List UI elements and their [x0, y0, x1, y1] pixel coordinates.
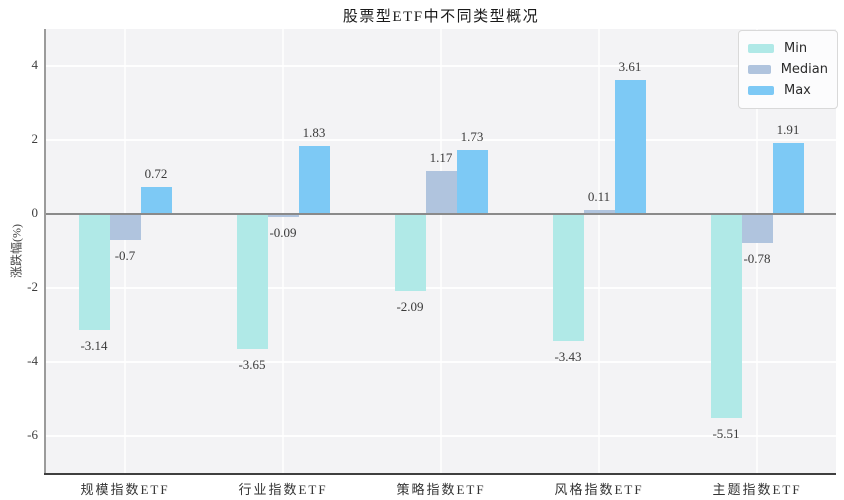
bar-max-3	[614, 80, 646, 214]
legend-label-median: Median	[780, 62, 828, 77]
value-label-min-4: -5.51	[712, 425, 740, 441]
v-gridline	[598, 29, 600, 473]
v-gridline	[440, 29, 442, 473]
bar-min-3	[552, 214, 584, 341]
value-label-median-3: 0.11	[587, 188, 611, 204]
legend: Min Median Max	[738, 30, 838, 109]
bar-max-1	[298, 146, 330, 214]
bar-median-4	[741, 214, 773, 243]
legend-label-max: Max	[784, 83, 811, 98]
v-gridline	[756, 29, 758, 473]
bar-max-2	[456, 149, 488, 214]
legend-item-median: Median	[748, 59, 828, 80]
median-series-swatch-icon	[748, 65, 771, 74]
legend-item-min: Min	[748, 38, 828, 59]
value-label-max-2: 1.73	[460, 128, 484, 144]
x-tick-label: 主题指数ETF	[712, 482, 802, 497]
y-tick-label: -4	[27, 353, 38, 368]
bar-min-0	[78, 214, 110, 331]
y-tick-label: 2	[31, 131, 39, 146]
value-label-median-4: -0.78	[743, 250, 771, 266]
legend-label-min: Min	[784, 41, 808, 56]
y-tick-label: -6	[27, 427, 38, 442]
bar-max-0	[140, 187, 172, 214]
value-label-median-0: -0.7	[114, 247, 136, 263]
bar-max-4	[772, 143, 804, 214]
y-tick-label: 4	[31, 57, 39, 72]
bar-min-2	[394, 214, 426, 292]
value-label-median-2: 1.17	[429, 149, 453, 165]
value-label-min-0: -3.14	[80, 338, 108, 354]
v-gridline	[124, 29, 126, 473]
v-gridline	[282, 29, 284, 473]
y-tick-label: 0	[31, 205, 39, 220]
x-tick-label: 策略指数ETF	[396, 482, 486, 497]
min-series-swatch-icon	[748, 44, 774, 53]
value-label-max-4: 1.91	[776, 122, 800, 138]
zero-line	[46, 213, 836, 215]
y-tick-label: -2	[27, 279, 38, 294]
y-axis-line	[44, 29, 46, 473]
x-axis-line	[44, 473, 836, 475]
legend-item-max: Max	[748, 80, 828, 101]
bar-median-0	[109, 214, 141, 240]
bar-median-2	[425, 170, 457, 214]
x-tick-label: 行业指数ETF	[238, 482, 328, 497]
value-label-max-3: 3.61	[618, 59, 642, 75]
value-label-max-0: 0.72	[144, 166, 168, 182]
value-label-median-1: -0.09	[269, 225, 297, 241]
bar-min-1	[236, 214, 268, 350]
value-label-min-1: -3.65	[238, 357, 266, 373]
bar-median-1	[267, 214, 299, 218]
y-axis-title: 涨跌幅(%)	[9, 224, 24, 278]
x-tick-label: 规模指数ETF	[80, 482, 170, 497]
max-series-swatch-icon	[748, 86, 774, 95]
x-tick-label: 风格指数ETF	[554, 482, 644, 497]
chart-title: 股票型ETF中不同类型概况	[342, 9, 540, 25]
bar-min-4	[710, 214, 742, 418]
value-label-min-3: -3.43	[554, 348, 582, 364]
value-label-min-2: -2.09	[396, 299, 424, 315]
bar-median-3	[583, 209, 615, 214]
value-label-max-1: 1.83	[302, 125, 326, 141]
